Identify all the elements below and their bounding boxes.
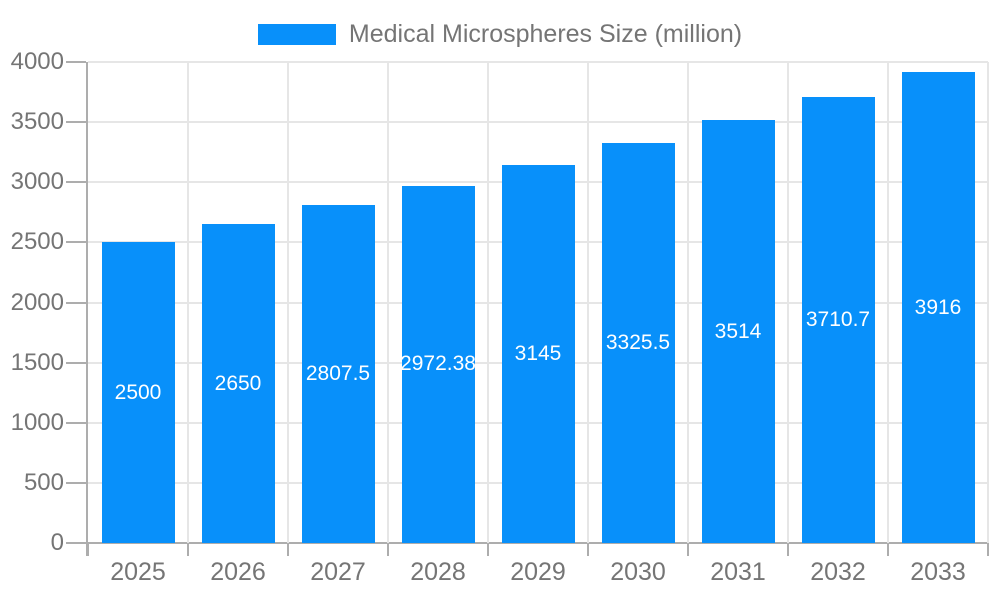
v-gridline [687, 62, 689, 543]
bar-value-label: 2650 [214, 371, 262, 395]
x-axis-tick [187, 543, 189, 556]
x-axis-tick-label: 2033 [910, 558, 966, 586]
v-gridline [387, 62, 389, 543]
y-axis-tick-label: 3000 [10, 168, 64, 196]
v-gridline [987, 62, 989, 543]
bar: 2972.38 [401, 185, 475, 543]
y-axis-tick-label: 4000 [10, 48, 64, 75]
bar-value-label: 3916 [914, 295, 962, 319]
v-gridline [187, 62, 189, 543]
bar: 3916 [901, 72, 975, 543]
x-axis-tick [587, 543, 589, 556]
h-gridline [88, 121, 988, 124]
legend-swatch[interactable] [257, 24, 336, 45]
x-axis-tick [487, 543, 489, 556]
legend-label: Medical Microspheres Size (million) [348, 20, 743, 48]
h-gridline [88, 61, 988, 63]
x-axis-tick-label: 2031 [710, 558, 766, 586]
bar: 2807.5 [301, 205, 375, 543]
y-axis-tick [66, 361, 86, 364]
x-axis-tick [987, 543, 989, 556]
bar: 2500 [101, 242, 175, 543]
y-axis-tick-label: 2500 [10, 228, 64, 256]
y-axis-tick [66, 121, 86, 124]
x-axis-tick-label: 2025 [110, 558, 166, 586]
y-axis-tick [66, 301, 86, 304]
y-axis-tick [66, 542, 86, 544]
x-axis-tick [387, 543, 389, 556]
x-axis-tick-label: 2027 [310, 558, 366, 586]
v-gridline [587, 62, 589, 543]
y-axis-tick-label: 3500 [10, 108, 64, 136]
bar: 3325.5 [601, 143, 675, 543]
y-axis-tick-label: 1500 [10, 348, 64, 376]
v-gridline [287, 62, 289, 543]
plot-area: 2500 2650 2807.5 2972.38 3145 3325.5 3514 3710.… [88, 61, 989, 543]
x-axis-tick-label: 2028 [410, 558, 466, 586]
x-axis-tick-label: 2030 [610, 558, 666, 586]
x-axis-tick [787, 543, 789, 556]
x-axis-tick [887, 543, 889, 556]
bar: 2650 [201, 224, 275, 543]
bar: 3145 [501, 164, 575, 543]
bar-value-label: 3710.7 [805, 307, 871, 331]
v-gridline [487, 62, 489, 543]
y-axis-tick [66, 481, 86, 484]
v-gridline [787, 62, 789, 543]
x-axis-tick-label: 2032 [810, 558, 866, 586]
x-axis-tick [287, 543, 289, 556]
y-axis-line [86, 62, 88, 556]
y-axis-tick [66, 241, 86, 244]
x-axis-tick-label: 2029 [510, 558, 566, 586]
x-axis-tick [687, 543, 689, 556]
bar: 3514 [701, 120, 775, 543]
x-axis-line [66, 542, 988, 544]
v-gridline [887, 62, 889, 543]
legend[interactable]: Medical Microspheres Size (million) [0, 20, 1000, 49]
x-axis-tick [87, 543, 89, 556]
bar-value-label: 2500 [114, 380, 162, 404]
y-axis-tick [66, 421, 86, 424]
bar-value-label: 3325.5 [605, 331, 671, 355]
bar-value-label: 3514 [714, 319, 762, 343]
bar-value-label: 2807.5 [305, 362, 371, 386]
y-axis-tick [66, 181, 86, 184]
y-axis-tick-label: 1000 [10, 408, 64, 436]
x-axis-tick-label: 2026 [210, 558, 266, 586]
y-axis-tick [66, 61, 86, 63]
y-axis-tick-label: 2000 [10, 288, 64, 316]
y-axis-tick-label: 0 [50, 529, 64, 556]
bar-value-label: 3145 [514, 341, 562, 365]
bar: 3710.7 [801, 96, 875, 543]
y-axis-tick-label: 500 [23, 468, 64, 496]
bar-value-label: 2972.38 [401, 352, 475, 376]
